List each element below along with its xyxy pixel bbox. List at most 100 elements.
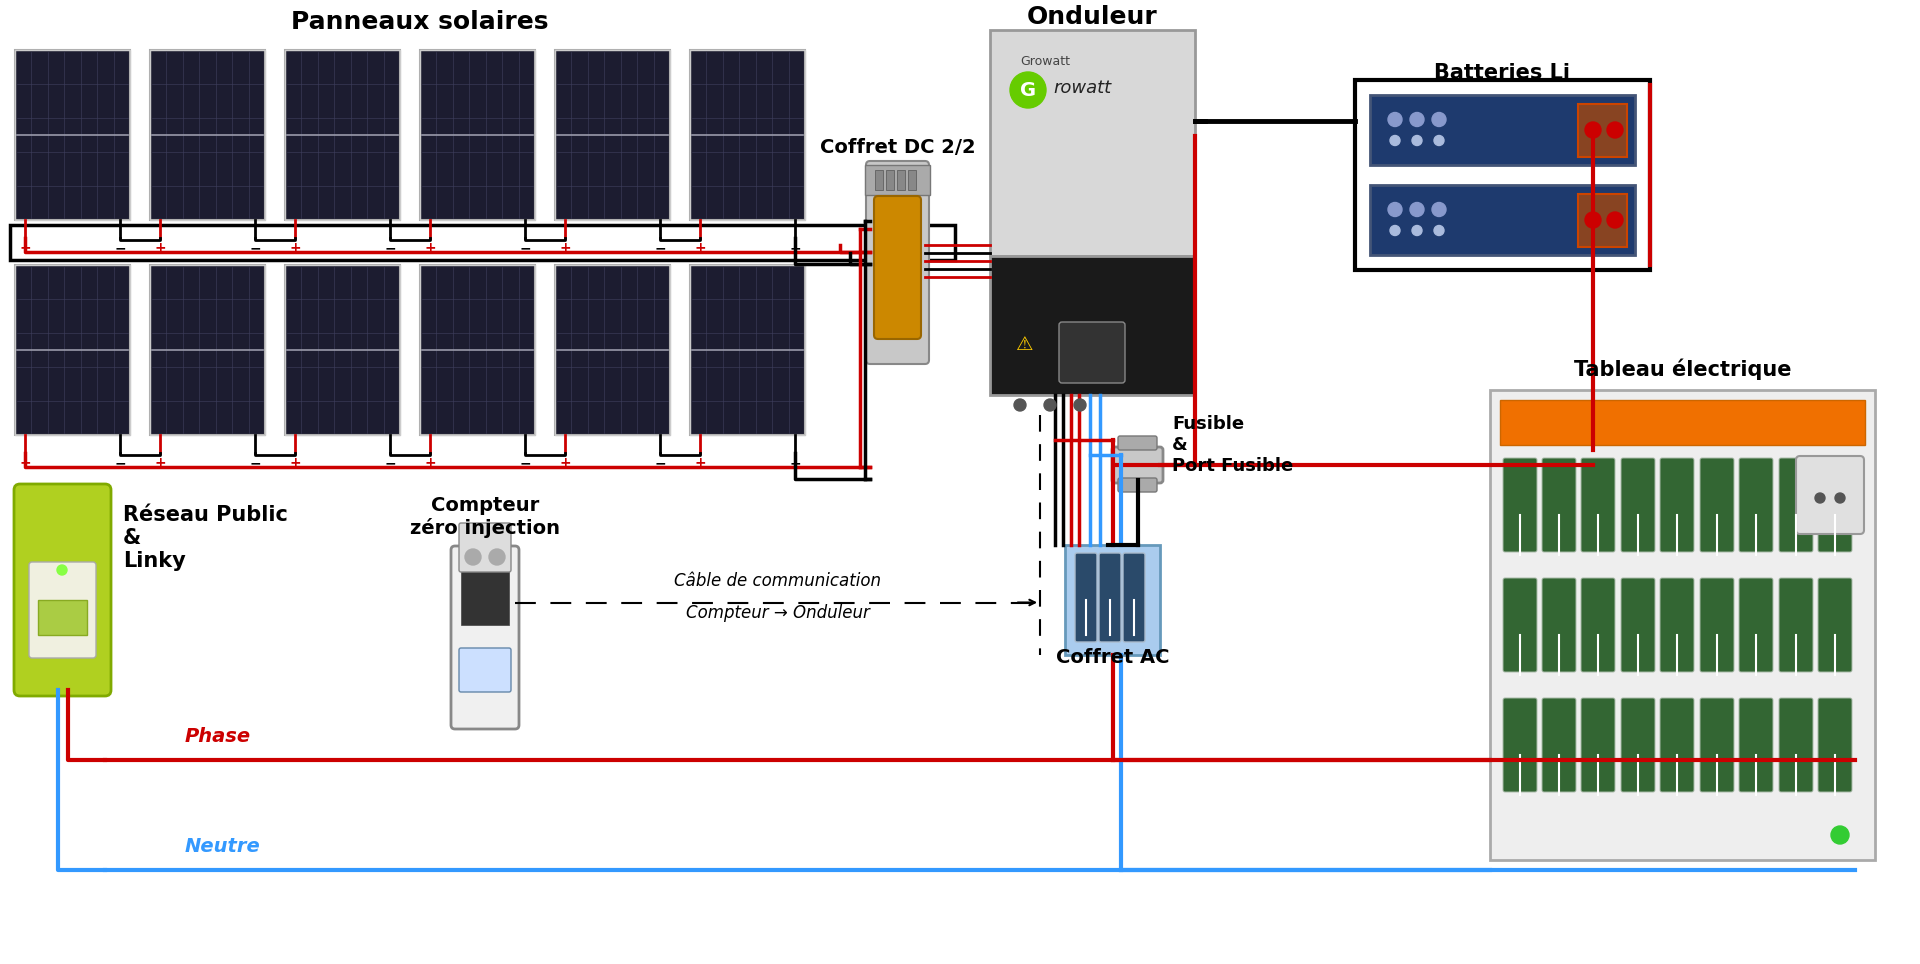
Text: −: − xyxy=(789,456,801,470)
FancyBboxPatch shape xyxy=(1578,103,1626,156)
FancyBboxPatch shape xyxy=(15,265,131,435)
FancyBboxPatch shape xyxy=(461,570,509,625)
FancyBboxPatch shape xyxy=(29,562,96,658)
Circle shape xyxy=(1409,113,1425,126)
Text: Tableau électrique: Tableau électrique xyxy=(1574,359,1791,380)
FancyBboxPatch shape xyxy=(1740,458,1772,552)
Text: +: + xyxy=(559,456,570,470)
FancyBboxPatch shape xyxy=(689,50,804,220)
Circle shape xyxy=(1586,122,1601,138)
FancyBboxPatch shape xyxy=(1500,400,1864,445)
Text: ⚠: ⚠ xyxy=(1016,335,1033,355)
Text: −: − xyxy=(655,241,666,255)
Text: +: + xyxy=(19,241,31,255)
FancyBboxPatch shape xyxy=(13,484,111,696)
FancyBboxPatch shape xyxy=(1503,578,1538,672)
Text: −: − xyxy=(250,241,261,255)
FancyBboxPatch shape xyxy=(555,265,670,435)
Circle shape xyxy=(465,549,482,565)
Text: −: − xyxy=(113,456,127,470)
FancyBboxPatch shape xyxy=(1620,458,1655,552)
FancyBboxPatch shape xyxy=(1780,698,1812,792)
FancyBboxPatch shape xyxy=(1117,478,1158,492)
Circle shape xyxy=(490,549,505,565)
FancyBboxPatch shape xyxy=(885,170,895,190)
Circle shape xyxy=(1014,399,1025,411)
FancyBboxPatch shape xyxy=(874,196,922,339)
Circle shape xyxy=(1434,136,1444,146)
Text: Câble de communication: Câble de communication xyxy=(674,573,881,591)
FancyBboxPatch shape xyxy=(1542,578,1576,672)
Text: +: + xyxy=(424,456,436,470)
FancyBboxPatch shape xyxy=(1780,458,1812,552)
Text: Phase: Phase xyxy=(184,727,252,746)
Text: Batteries Li: Batteries Li xyxy=(1434,63,1571,83)
Circle shape xyxy=(1432,113,1446,126)
FancyBboxPatch shape xyxy=(1075,553,1096,642)
FancyBboxPatch shape xyxy=(1123,553,1144,642)
FancyBboxPatch shape xyxy=(1066,545,1160,655)
Circle shape xyxy=(1607,212,1622,228)
Text: +: + xyxy=(424,241,436,255)
Text: −: − xyxy=(250,456,261,470)
Text: Fusible
&
Port Fusible: Fusible & Port Fusible xyxy=(1171,415,1294,475)
FancyBboxPatch shape xyxy=(1503,698,1538,792)
FancyBboxPatch shape xyxy=(420,265,536,435)
Text: −: − xyxy=(518,241,530,255)
FancyBboxPatch shape xyxy=(1740,698,1772,792)
FancyBboxPatch shape xyxy=(555,50,670,220)
Circle shape xyxy=(1607,122,1622,138)
Circle shape xyxy=(1432,202,1446,217)
FancyBboxPatch shape xyxy=(150,265,265,435)
FancyBboxPatch shape xyxy=(876,170,883,190)
FancyBboxPatch shape xyxy=(284,265,399,435)
FancyBboxPatch shape xyxy=(1699,698,1734,792)
FancyBboxPatch shape xyxy=(1112,447,1164,483)
Text: G: G xyxy=(1020,81,1037,99)
Text: +: + xyxy=(290,241,301,255)
FancyBboxPatch shape xyxy=(1699,578,1734,672)
Text: Panneaux solaires: Panneaux solaires xyxy=(292,10,549,34)
Circle shape xyxy=(1390,136,1400,146)
FancyBboxPatch shape xyxy=(1371,95,1636,165)
Text: −: − xyxy=(113,241,127,255)
Circle shape xyxy=(1411,136,1423,146)
Text: +: + xyxy=(290,456,301,470)
FancyBboxPatch shape xyxy=(897,170,904,190)
FancyBboxPatch shape xyxy=(1818,458,1853,552)
FancyBboxPatch shape xyxy=(1661,458,1693,552)
FancyBboxPatch shape xyxy=(1818,698,1853,792)
Circle shape xyxy=(1073,399,1087,411)
FancyBboxPatch shape xyxy=(1490,390,1876,860)
FancyBboxPatch shape xyxy=(908,170,916,190)
Text: Coffret AC: Coffret AC xyxy=(1056,648,1169,667)
Text: Growatt: Growatt xyxy=(1020,55,1069,68)
Text: +: + xyxy=(559,241,570,255)
Text: rowatt: rowatt xyxy=(1052,79,1112,97)
FancyBboxPatch shape xyxy=(1580,458,1615,552)
FancyBboxPatch shape xyxy=(459,648,511,692)
Text: Coffret DC 2/2: Coffret DC 2/2 xyxy=(820,138,975,157)
Text: +: + xyxy=(695,456,707,470)
Circle shape xyxy=(1411,226,1423,235)
Text: +: + xyxy=(154,456,165,470)
FancyBboxPatch shape xyxy=(420,50,536,220)
FancyBboxPatch shape xyxy=(1371,185,1636,255)
Text: −: − xyxy=(655,456,666,470)
Circle shape xyxy=(1044,399,1056,411)
FancyBboxPatch shape xyxy=(38,600,86,635)
FancyBboxPatch shape xyxy=(866,165,929,195)
FancyBboxPatch shape xyxy=(689,265,804,435)
Text: Neutre: Neutre xyxy=(184,837,261,856)
FancyBboxPatch shape xyxy=(15,50,131,220)
FancyBboxPatch shape xyxy=(1661,578,1693,672)
Text: −: − xyxy=(789,241,801,255)
Text: −: − xyxy=(384,456,396,470)
Text: Compteur → Onduleur: Compteur → Onduleur xyxy=(685,604,870,623)
FancyBboxPatch shape xyxy=(1620,698,1655,792)
Circle shape xyxy=(1388,113,1402,126)
Circle shape xyxy=(1836,493,1845,503)
FancyBboxPatch shape xyxy=(1818,578,1853,672)
FancyBboxPatch shape xyxy=(1795,456,1864,534)
FancyBboxPatch shape xyxy=(1740,578,1772,672)
